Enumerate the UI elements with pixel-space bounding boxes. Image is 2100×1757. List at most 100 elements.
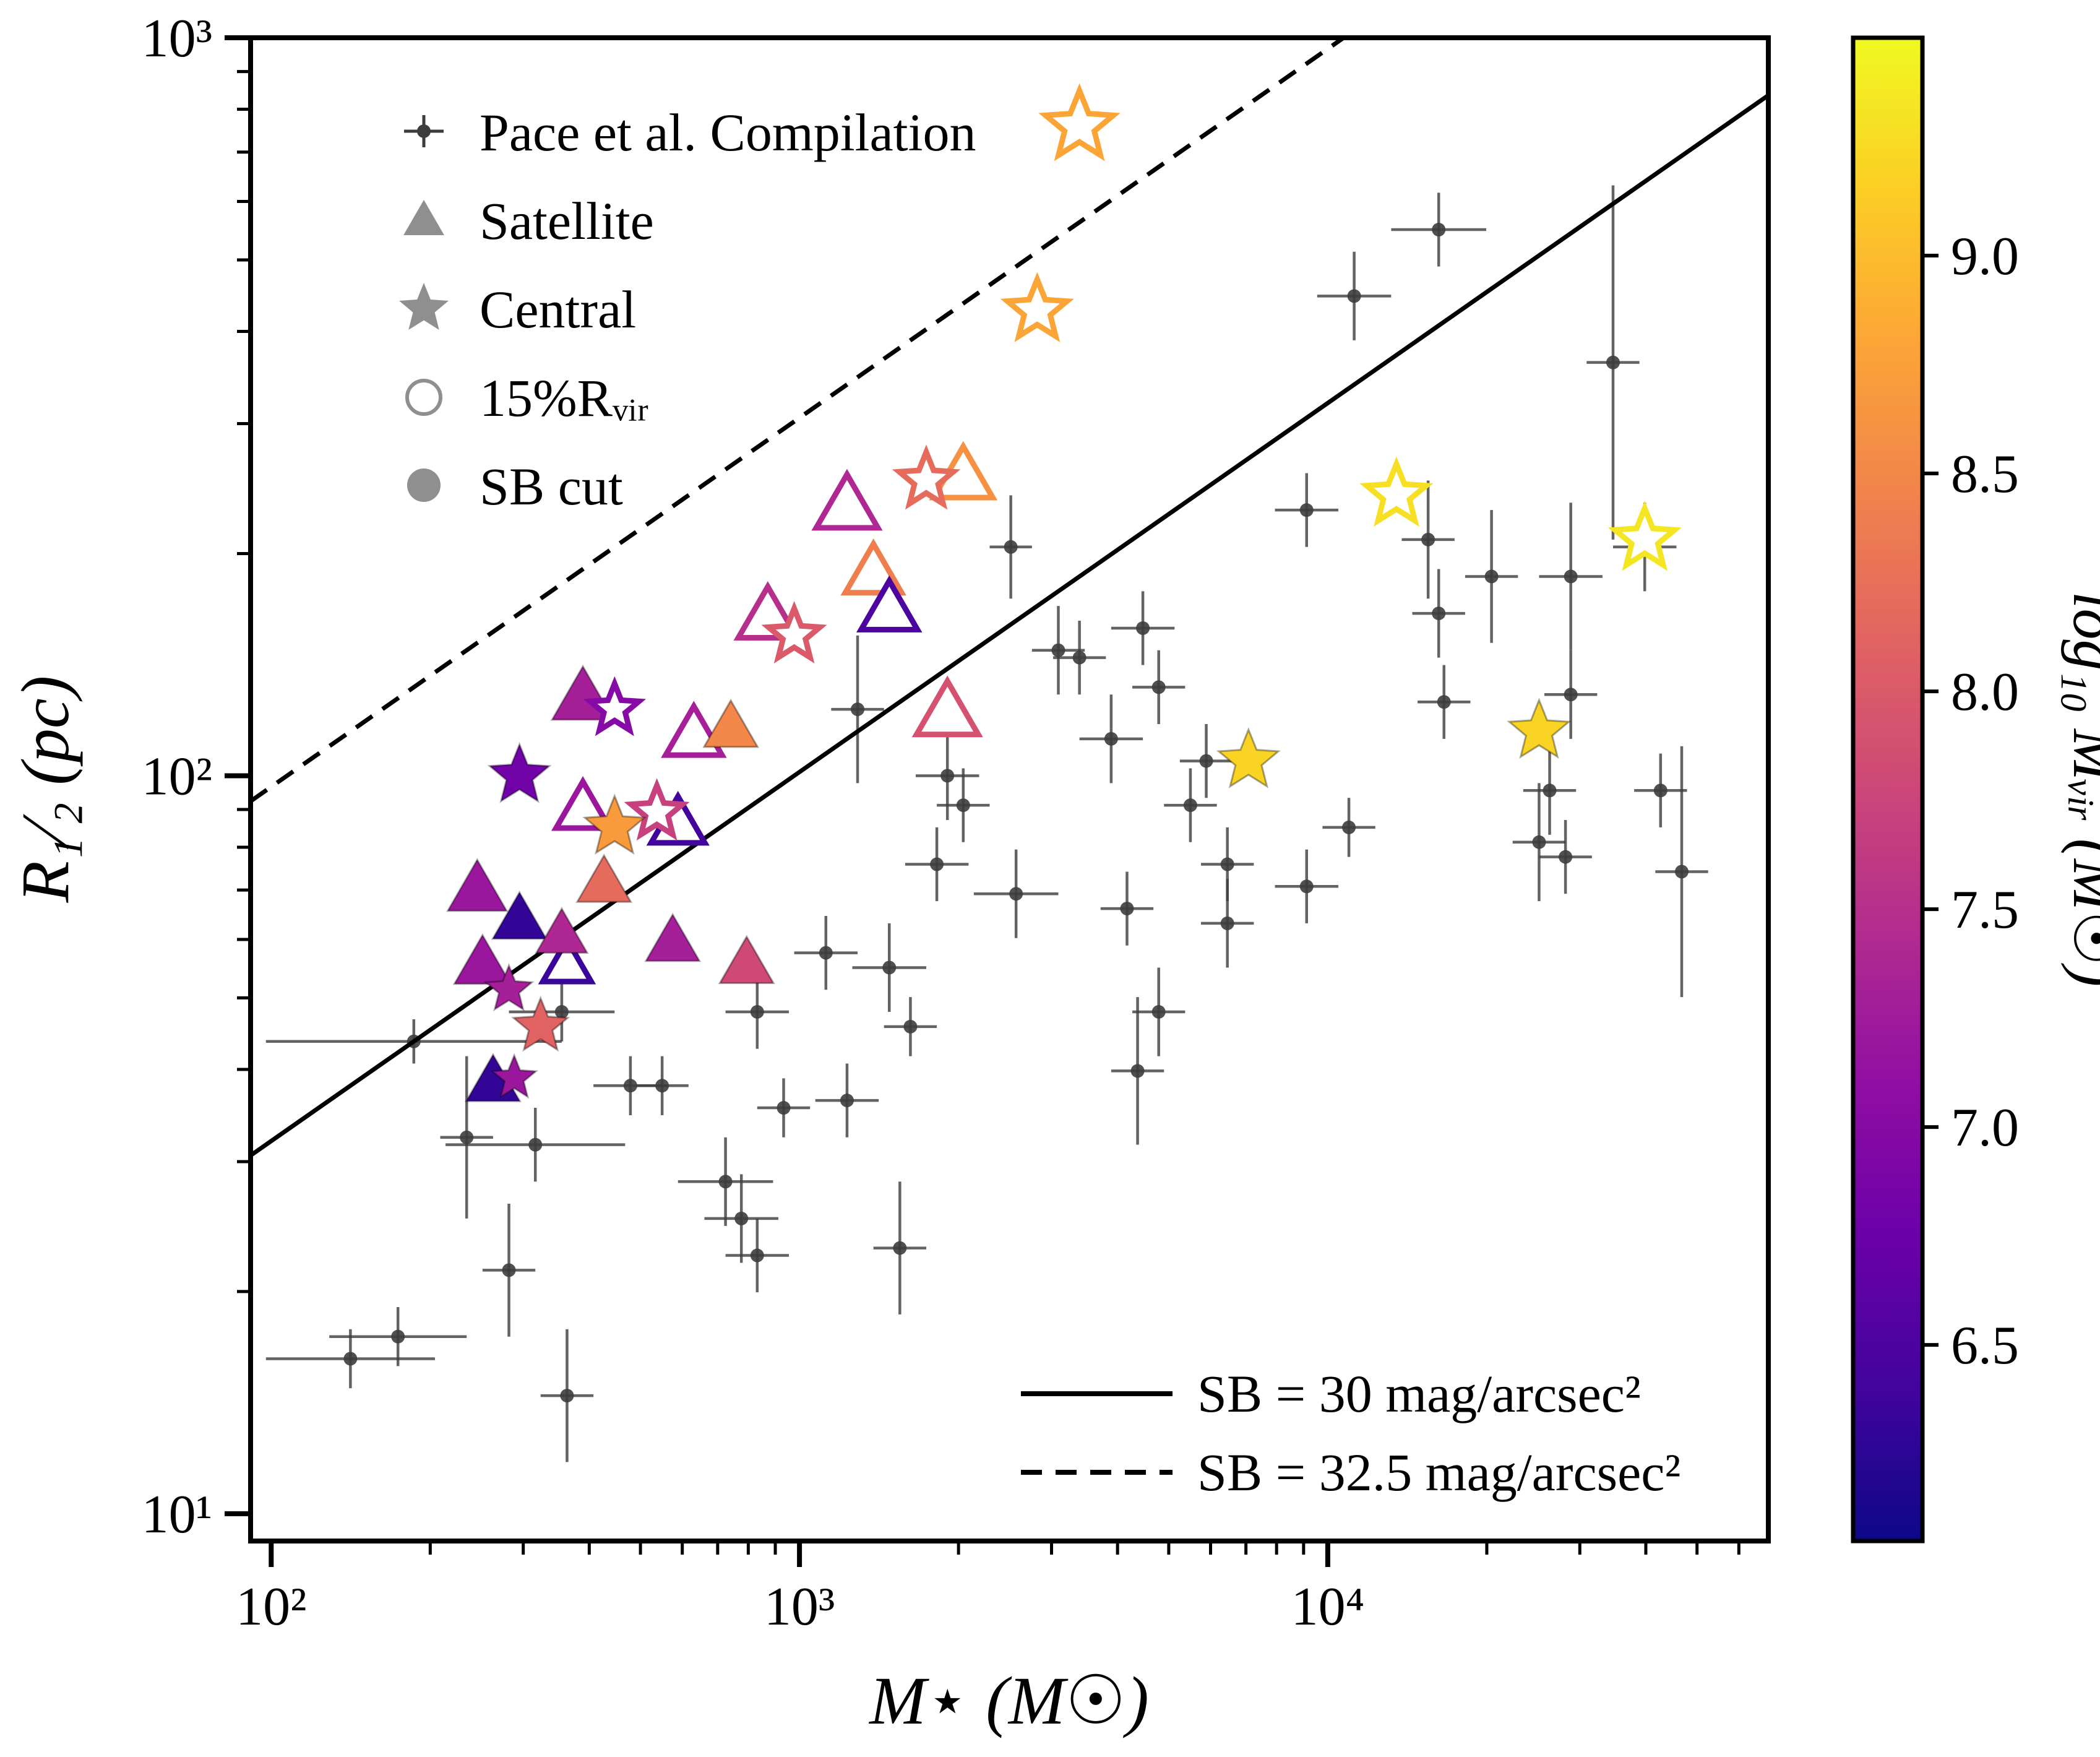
compilation-point	[1136, 621, 1150, 635]
compilation-point	[940, 769, 955, 783]
triangle-marker	[811, 468, 883, 531]
colorbar-gradient	[1851, 35, 1925, 1543]
star-marker	[624, 778, 690, 841]
compilation-point	[1151, 1005, 1166, 1019]
legend-bottom-right	[1021, 1391, 1173, 1475]
compilation-point	[528, 1138, 543, 1152]
compilation-point	[560, 1389, 574, 1403]
star-marker	[487, 741, 552, 803]
star-marker	[490, 1053, 538, 1099]
triangle-marker	[446, 858, 509, 912]
triangle-marker	[644, 912, 702, 962]
compilation-point	[460, 1130, 474, 1144]
legend-satellite-icon	[403, 200, 444, 235]
colorbar-tick-label: 8.5	[1951, 444, 2019, 504]
compilation-point	[1543, 784, 1557, 798]
legend-label-rvir: 15%Rᵥᵢᵣ	[480, 368, 649, 428]
triangle-marker	[452, 933, 512, 985]
compilation-point	[1120, 902, 1134, 916]
compilation-point	[554, 1005, 569, 1019]
star-marker	[583, 676, 647, 736]
triangle-marker	[575, 853, 633, 903]
y-tick-label: 10¹	[142, 1485, 212, 1545]
colorbar-tick-label: 8.0	[1951, 662, 2019, 722]
triangle-marker	[551, 776, 615, 831]
triangle-marker	[718, 935, 775, 984]
compilation-point	[1220, 857, 1234, 871]
colorbar-tick-label: 9.0	[1951, 227, 2019, 287]
compilation-point	[343, 1352, 358, 1366]
compilation-point	[1559, 850, 1573, 864]
plot-layers: 10² 10³ 10⁴ 10¹ 10² 10³ 6.5 7.0 7.5 8.0 8.5 9.0	[142, 9, 2019, 1637]
compilation-point	[734, 1211, 749, 1225]
triangle-marker	[911, 675, 983, 738]
compilation-point	[1299, 879, 1314, 894]
colorbar: 6.5 7.0 7.5 8.0 8.5 9.0	[1851, 35, 2019, 1543]
compilation-point	[1432, 223, 1446, 237]
x-tick-label: 10³	[764, 1577, 835, 1637]
axis-ticks: 10² 10³ 10⁴ 10¹ 10² 10³	[142, 9, 1741, 1637]
compilation-point	[502, 1263, 516, 1277]
compilation-point	[1051, 643, 1065, 657]
compilation-point	[655, 1079, 669, 1093]
legend-central-icon	[399, 283, 449, 330]
triangle-marker	[538, 934, 596, 985]
plot-frame	[248, 35, 1771, 1543]
star-marker	[1607, 501, 1682, 571]
legend-pace-icon	[417, 124, 431, 138]
compilation-point	[882, 961, 897, 975]
star-marker	[892, 444, 961, 510]
compilation-point	[1564, 569, 1578, 584]
sb-line-dashed	[249, 36, 1345, 803]
compilation-point	[1421, 532, 1435, 546]
compilation-point	[1484, 569, 1499, 584]
x-axis-label: M⋆ (M☉)	[868, 1663, 1149, 1738]
x-tick-label: 10⁴	[1291, 1577, 1365, 1637]
compilation-point	[1437, 695, 1451, 709]
legend-filled-circle-icon	[407, 468, 441, 502]
compilation-point	[1072, 650, 1087, 665]
compilation-point	[750, 1248, 764, 1263]
star-marker	[483, 963, 535, 1012]
compilation-points	[265, 185, 1708, 1462]
compilation-point	[1183, 798, 1197, 813]
compilation-point	[1532, 835, 1546, 849]
star-marker	[1000, 272, 1074, 342]
star-marker	[1359, 456, 1434, 527]
legend-top-left	[399, 115, 449, 502]
x-tick-label: 10²	[236, 1577, 306, 1637]
colorbar-label: log₁₀ Mᵥᵢᵣ (M☉)	[2060, 592, 2100, 987]
compilation-point	[777, 1101, 791, 1115]
star-marker	[1507, 697, 1572, 759]
compilation-point	[1130, 1064, 1145, 1078]
compilation-point	[851, 702, 865, 717]
triangle-marker	[856, 575, 923, 632]
triangle-marker	[702, 698, 760, 748]
compilation-point	[840, 1094, 854, 1108]
y-tick-label: 10²	[142, 746, 212, 806]
compilation-point	[750, 1005, 764, 1019]
y-axis-label: R₁⁄₂ (pc)	[7, 676, 83, 904]
compilation-point	[1564, 688, 1578, 702]
star-marker	[761, 601, 827, 663]
compilation-point	[1004, 540, 1018, 554]
legend-label-pace: Pace et al. Compilation	[480, 103, 976, 162]
series-central-sb-cut-	[483, 697, 1572, 1099]
star-marker	[511, 995, 570, 1052]
compilation-point	[1432, 607, 1446, 621]
triangle-marker	[491, 890, 548, 940]
compilation-point	[930, 857, 944, 871]
compilation-point	[1104, 732, 1118, 746]
compilation-point	[1220, 916, 1234, 930]
legend-label-sbcut: SB cut	[480, 457, 623, 516]
compilation-point	[623, 1079, 637, 1093]
y-tick-label: 10³	[142, 9, 212, 69]
compilation-point	[1347, 289, 1361, 303]
colorbar-tick-label: 7.0	[1951, 1098, 2019, 1158]
compilation-point	[391, 1329, 405, 1344]
compilation-point	[1151, 680, 1166, 694]
compilation-point	[893, 1241, 907, 1255]
compilation-point	[819, 946, 833, 960]
